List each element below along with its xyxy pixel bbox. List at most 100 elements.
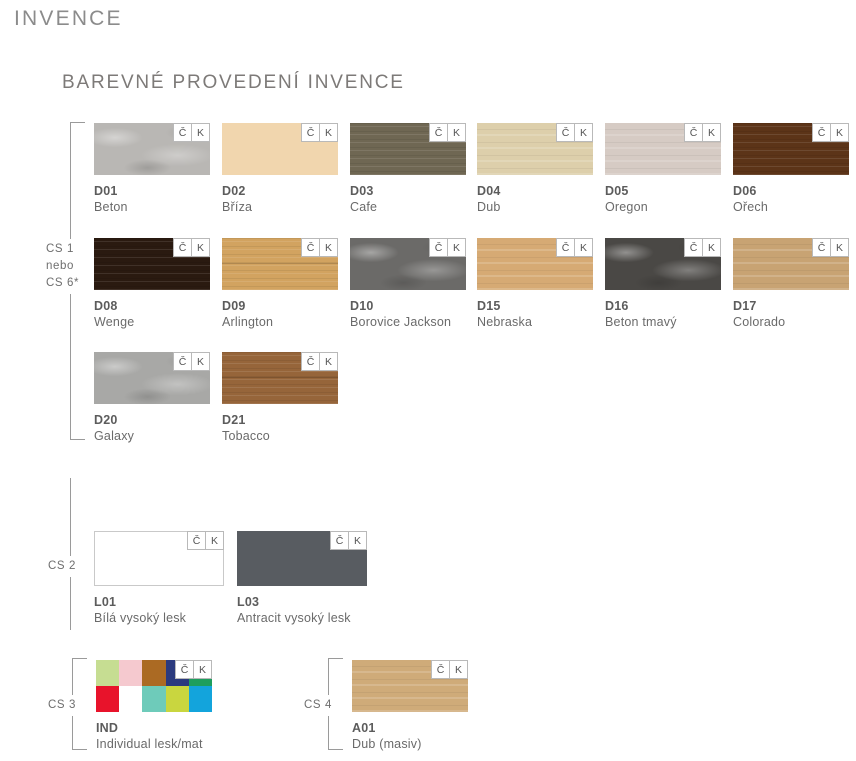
swatch-code: D08 <box>94 299 118 313</box>
bracket-label-cs1: CS 1 nebo CS 6* <box>46 239 92 294</box>
ind-color-cell <box>142 660 166 686</box>
cs2-label-text: CS 2 <box>48 560 76 572</box>
swatch-name: Oregon <box>605 200 648 214</box>
swatch-name: Individual lesk/mat <box>96 737 203 751</box>
section-title: BAREVNÉ PROVEDENÍ INVENCE <box>62 72 405 93</box>
swatch-d17[interactable]: Č K D17 Colorado <box>733 238 849 329</box>
swatch-code: D16 <box>605 299 629 313</box>
swatch-d05[interactable]: Č K D05 Oregon <box>605 123 721 214</box>
swatch-code: D20 <box>94 413 118 427</box>
ind-color-cell <box>96 686 120 712</box>
swatch-d01[interactable]: Č K D01 Beton <box>94 123 210 214</box>
badge-k: K <box>447 123 466 142</box>
swatch-ind[interactable]: Č K IND Individual lesk/mat <box>96 660 212 751</box>
swatch-name: Galaxy <box>94 429 135 443</box>
swatch-d21[interactable]: Č K D21 Tobacco <box>222 352 338 443</box>
swatch-code: L03 <box>237 595 260 609</box>
swatch-d03[interactable]: Č K D03 Cafe <box>350 123 466 214</box>
cs4-label-text: CS 4 <box>304 699 332 711</box>
swatch-name: Borovice Jackson <box>350 315 452 329</box>
swatch-name: Tobacco <box>222 429 270 443</box>
badge-k: K <box>574 123 593 142</box>
swatch-code: D06 <box>733 184 757 198</box>
swatch-name: Bříza <box>222 200 253 214</box>
badge-cz: Č <box>431 660 450 679</box>
swatch-d06[interactable]: Č K D06 Ořech <box>733 123 849 214</box>
swatch-code: D01 <box>94 184 118 198</box>
ind-color-cell <box>119 686 143 712</box>
badge-cz: Č <box>556 123 575 142</box>
swatch-d20[interactable]: Č K D20 Galaxy <box>94 352 210 443</box>
cs1-label-line-3: CS 6* <box>46 277 80 289</box>
ind-color-cell <box>119 660 143 686</box>
swatch-name: Dub (masiv) <box>352 737 422 751</box>
badge-cz: Č <box>556 238 575 257</box>
badge-cz: Č <box>812 238 831 257</box>
badge-cz: Č <box>175 660 194 679</box>
swatch-d16[interactable]: Č K D16 Beton tmavý <box>605 238 721 329</box>
swatch-code: A01 <box>352 721 376 735</box>
badge-k: K <box>348 531 367 550</box>
badge-cz: Č <box>330 531 349 550</box>
swatch-d10[interactable]: Č K D10 Borovice Jackson <box>350 238 466 329</box>
swatch-d15[interactable]: Č K D15 Nebraska <box>477 238 593 329</box>
badge-cz: Č <box>301 238 320 257</box>
badge-k: K <box>319 238 338 257</box>
swatch-chip[interactable]: Č K <box>352 660 468 712</box>
swatch-name: Wenge <box>94 315 135 329</box>
badge-k: K <box>830 123 849 142</box>
badge-cz: Č <box>173 123 192 142</box>
badge-k: K <box>191 352 210 371</box>
swatch-d08[interactable]: Č K D08 Wenge <box>94 238 210 329</box>
page-title: INVENCE <box>14 7 123 30</box>
badge-cz: Č <box>429 238 448 257</box>
bracket-label-cs4: CS 4 <box>304 695 348 716</box>
badge-cz: Č <box>301 352 320 371</box>
bracket-label-cs2: CS 2 <box>48 556 92 577</box>
swatch-d09[interactable]: Č K D09 Arlington <box>222 238 338 329</box>
swatch-code: D03 <box>350 184 374 198</box>
swatch-l01[interactable]: Č K L01 Bílá vysoký lesk <box>94 531 224 625</box>
swatch-d04[interactable]: Č K D04 Dub <box>477 123 593 214</box>
swatch-a01[interactable]: Č K A01 Dub (masiv) <box>352 660 468 751</box>
swatch-code: D02 <box>222 184 246 198</box>
swatch-name: Ořech <box>733 200 769 214</box>
badge-k: K <box>319 352 338 371</box>
badge-cz: Č <box>684 238 703 257</box>
swatch-code: D21 <box>222 413 246 427</box>
badge-k: K <box>319 123 338 142</box>
swatch-l03[interactable]: Č K L03 Antracit vysoký lesk <box>237 531 367 625</box>
ind-color-cell <box>142 686 166 712</box>
badge-cz: Č <box>429 123 448 142</box>
badge-k: K <box>702 238 721 257</box>
swatch-code: D05 <box>605 184 629 198</box>
badge-k: K <box>702 123 721 142</box>
ind-color-grid[interactable]: Č K <box>96 660 212 712</box>
swatch-d02[interactable]: Č K D02 Bříza <box>222 123 338 214</box>
